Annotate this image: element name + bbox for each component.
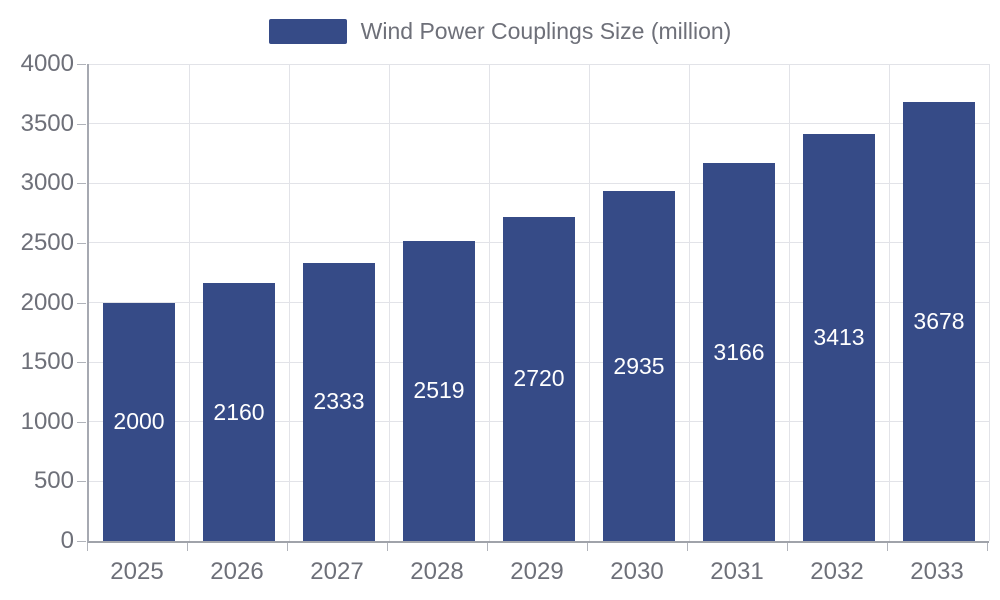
bar-2027[interactable]: 2333 (303, 262, 375, 541)
bar-value-label: 2160 (213, 398, 265, 425)
legend-label: Wind Power Couplings Size (million) (360, 17, 732, 44)
y-axis-tick (77, 481, 86, 483)
y-axis-tick-label: 1000 (20, 407, 74, 435)
bar-2025[interactable]: 2000 (103, 302, 175, 541)
x-axis-tick (187, 543, 188, 551)
gridline-vertical (588, 64, 590, 541)
x-axis-tick-label: 2028 (410, 558, 464, 585)
gridline-horizontal (89, 123, 989, 125)
y-axis-tick-label: 500 (33, 467, 74, 495)
x-axis-tick-label: 2033 (910, 558, 964, 585)
bar-2026[interactable]: 2160 (203, 283, 275, 541)
y-axis-tick-label: 1500 (20, 348, 74, 376)
x-axis-tick (887, 543, 888, 551)
x-axis-tick (587, 543, 588, 551)
x-axis-tick (987, 543, 988, 551)
bar-value-label: 2935 (613, 352, 665, 379)
bar-value-label: 2519 (413, 377, 465, 404)
bar-2029[interactable]: 2720 (503, 216, 575, 541)
bar-value-label: 3166 (713, 338, 765, 365)
bar-value-label: 2333 (313, 388, 365, 415)
x-axis-tick (687, 543, 688, 551)
x-axis-tick (487, 543, 488, 551)
y-axis-tick (77, 64, 86, 65)
x-axis-tick-label: 2025 (110, 558, 164, 585)
y-axis-tick (77, 362, 86, 364)
bar-value-label: 3413 (813, 324, 865, 350)
gridline-vertical (988, 64, 990, 541)
x-axis-tick-label: 2029 (510, 558, 564, 585)
x-axis-tick-label: 2026 (210, 558, 264, 585)
bar-2031[interactable]: 3166 (703, 163, 775, 541)
plot-area: 2000 2160 2333 2519 2720 2935 3166 3413 3678 (87, 63, 990, 543)
x-axis-tick-label: 2031 (710, 558, 764, 585)
x-axis-tick-label: 2032 (810, 558, 864, 585)
x-axis-tick (787, 543, 788, 551)
y-axis-tick (77, 421, 86, 423)
y-axis-tick (77, 541, 86, 542)
legend-item[interactable]: Wind Power Couplings Size (million) (0, 14, 1000, 48)
y-axis-tick (77, 302, 86, 304)
bar-2030[interactable]: 2935 (603, 191, 675, 541)
gridline-vertical (288, 64, 290, 541)
y-axis-tick-label: 3500 (20, 109, 74, 137)
y-axis-tick (77, 183, 86, 185)
x-axis-tick-label: 2027 (310, 558, 364, 585)
gridline-horizontal (89, 63, 989, 65)
gridline-horizontal (89, 182, 989, 184)
gridline-vertical (788, 64, 790, 541)
gridline-vertical (188, 64, 190, 541)
bar-value-label: 3678 (913, 308, 965, 335)
bar-value-label: 2720 (513, 365, 565, 392)
gridline-vertical (888, 64, 890, 541)
legend-swatch (268, 18, 347, 44)
bar-2033[interactable]: 3678 (903, 102, 975, 541)
x-axis-tick (287, 543, 288, 551)
y-axis-tick-label: 2000 (20, 288, 74, 316)
y-axis-tick (77, 123, 86, 125)
y-axis-tick (77, 242, 86, 244)
y-axis-tick-label: 2500 (20, 228, 74, 256)
x-axis-tick (87, 543, 88, 551)
gridline-vertical (688, 64, 690, 541)
bar-2028[interactable]: 2519 (403, 240, 475, 541)
y-axis-tick-label: 3000 (20, 169, 74, 197)
gridline-vertical (488, 64, 490, 541)
bar-2032[interactable]: 3413 (803, 134, 875, 541)
x-axis-tick (387, 543, 388, 551)
gridline-vertical (388, 64, 390, 541)
bar-value-label: 2000 (113, 408, 165, 435)
y-axis-tick-label: 0 (60, 527, 74, 554)
x-axis-tick-label: 2030 (610, 558, 664, 585)
y-axis-tick-label: 4000 (20, 50, 74, 77)
